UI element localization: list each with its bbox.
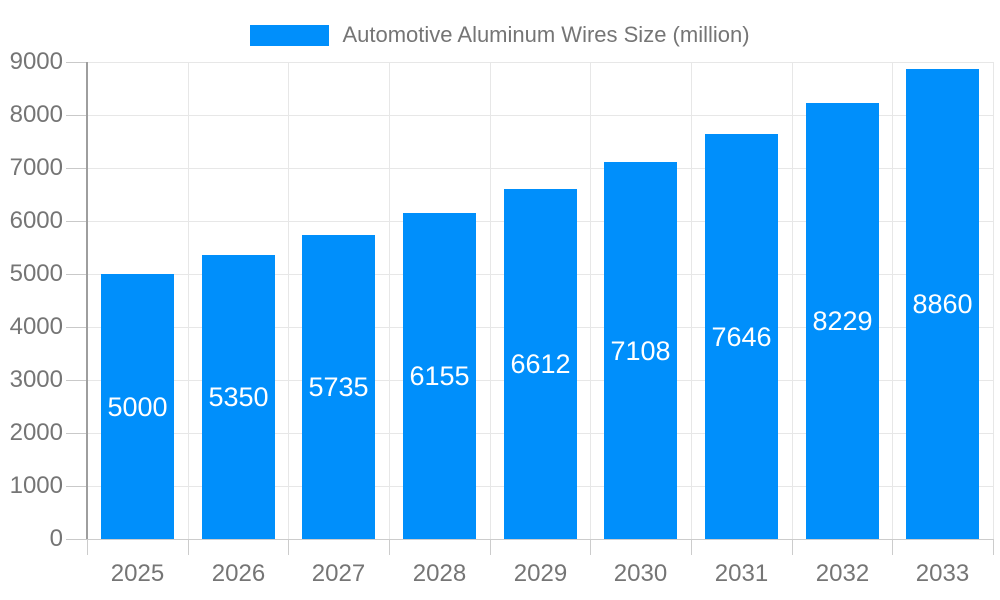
y-axis-label: 0 bbox=[49, 525, 63, 552]
bar-2032[interactable] bbox=[806, 103, 879, 539]
bar-2026[interactable] bbox=[202, 255, 275, 539]
bar-value-label-2029: 6612 bbox=[510, 349, 571, 379]
y-axis-label: 5000 bbox=[9, 260, 63, 287]
bar-2031[interactable] bbox=[705, 134, 778, 539]
x-axis-label-2025: 2025 bbox=[110, 560, 165, 587]
y-axis-label: 8000 bbox=[9, 101, 63, 128]
bar-2028[interactable] bbox=[403, 213, 476, 539]
x-axis-tick bbox=[993, 539, 994, 555]
bar-value-label-2031: 7646 bbox=[711, 322, 772, 352]
bar-2027[interactable] bbox=[302, 235, 375, 539]
y-axis-tick bbox=[66, 168, 87, 169]
x-axis-label-2027: 2027 bbox=[311, 560, 366, 587]
bar-value-label-2030: 7108 bbox=[610, 336, 671, 366]
legend-swatch-icon bbox=[250, 24, 330, 46]
y-axis-label: 3000 bbox=[9, 366, 63, 393]
gridline-v-1 bbox=[188, 62, 189, 539]
y-axis-tick bbox=[66, 380, 87, 381]
y-axis-label: 9000 bbox=[9, 48, 63, 75]
x-axis-label-2026: 2026 bbox=[211, 560, 266, 587]
bar-value-label-2033: 8860 bbox=[912, 289, 973, 319]
gridline-v-7 bbox=[792, 62, 793, 539]
legend-series-label: Automotive Aluminum Wires Size (million) bbox=[342, 22, 750, 47]
gridline-v-9 bbox=[993, 62, 994, 539]
bar-value-label-2028: 6155 bbox=[409, 361, 470, 391]
x-axis-tick bbox=[892, 539, 893, 555]
y-axis-tick bbox=[66, 327, 87, 328]
gridline-h-9000 bbox=[87, 62, 993, 63]
chart-legend: Automotive Aluminum Wires Size (million) bbox=[0, 22, 1000, 48]
y-axis-label: 2000 bbox=[9, 419, 63, 446]
bar-2029[interactable] bbox=[504, 189, 577, 539]
y-axis-tick bbox=[66, 115, 87, 116]
bar-2025[interactable] bbox=[101, 274, 174, 539]
y-axis-line bbox=[86, 62, 88, 539]
x-axis-tick bbox=[590, 539, 591, 555]
gridline-v-8 bbox=[892, 62, 893, 539]
y-axis-tick bbox=[66, 274, 87, 275]
x-axis-tick bbox=[490, 539, 491, 555]
bar-value-label-2027: 5735 bbox=[308, 372, 369, 402]
gridline-v-4 bbox=[490, 62, 491, 539]
gridline-v-5 bbox=[590, 62, 591, 539]
y-axis-tick bbox=[66, 221, 87, 222]
x-axis-label-2030: 2030 bbox=[613, 560, 668, 587]
x-axis-label-2028: 2028 bbox=[412, 560, 467, 587]
y-axis-label: 4000 bbox=[9, 313, 63, 340]
gridline-v-6 bbox=[691, 62, 692, 539]
y-axis-tick bbox=[66, 486, 87, 487]
x-axis-tick bbox=[792, 539, 793, 555]
bar-2030[interactable] bbox=[604, 162, 677, 539]
x-axis-label-2029: 2029 bbox=[513, 560, 568, 587]
y-axis-tick bbox=[66, 539, 87, 540]
gridline-h-8000 bbox=[87, 115, 993, 116]
bar-value-label-2025: 5000 bbox=[107, 392, 168, 422]
x-axis-baseline bbox=[87, 539, 993, 540]
x-axis-label-2032: 2032 bbox=[815, 560, 870, 587]
x-axis-tick bbox=[188, 539, 189, 555]
gridline-v-2 bbox=[288, 62, 289, 539]
legend-item[interactable]: Automotive Aluminum Wires Size (million) bbox=[250, 22, 750, 48]
y-axis-label: 6000 bbox=[9, 207, 63, 234]
x-axis-tick bbox=[389, 539, 390, 555]
y-axis-tick bbox=[66, 62, 87, 63]
bar-value-label-2032: 8229 bbox=[812, 306, 873, 336]
bar-2033[interactable] bbox=[906, 69, 979, 539]
y-axis-label: 1000 bbox=[9, 472, 63, 499]
x-axis-label-2031: 2031 bbox=[714, 560, 769, 587]
x-axis-tick bbox=[288, 539, 289, 555]
gridline-v-3 bbox=[389, 62, 390, 539]
x-axis-tick bbox=[691, 539, 692, 555]
y-axis-label: 7000 bbox=[9, 154, 63, 181]
bar-value-label-2026: 5350 bbox=[208, 382, 269, 412]
x-axis-tick bbox=[87, 539, 88, 555]
y-axis-tick bbox=[66, 433, 87, 434]
x-axis-label-2033: 2033 bbox=[915, 560, 970, 587]
gridline-h-7000 bbox=[87, 168, 993, 169]
